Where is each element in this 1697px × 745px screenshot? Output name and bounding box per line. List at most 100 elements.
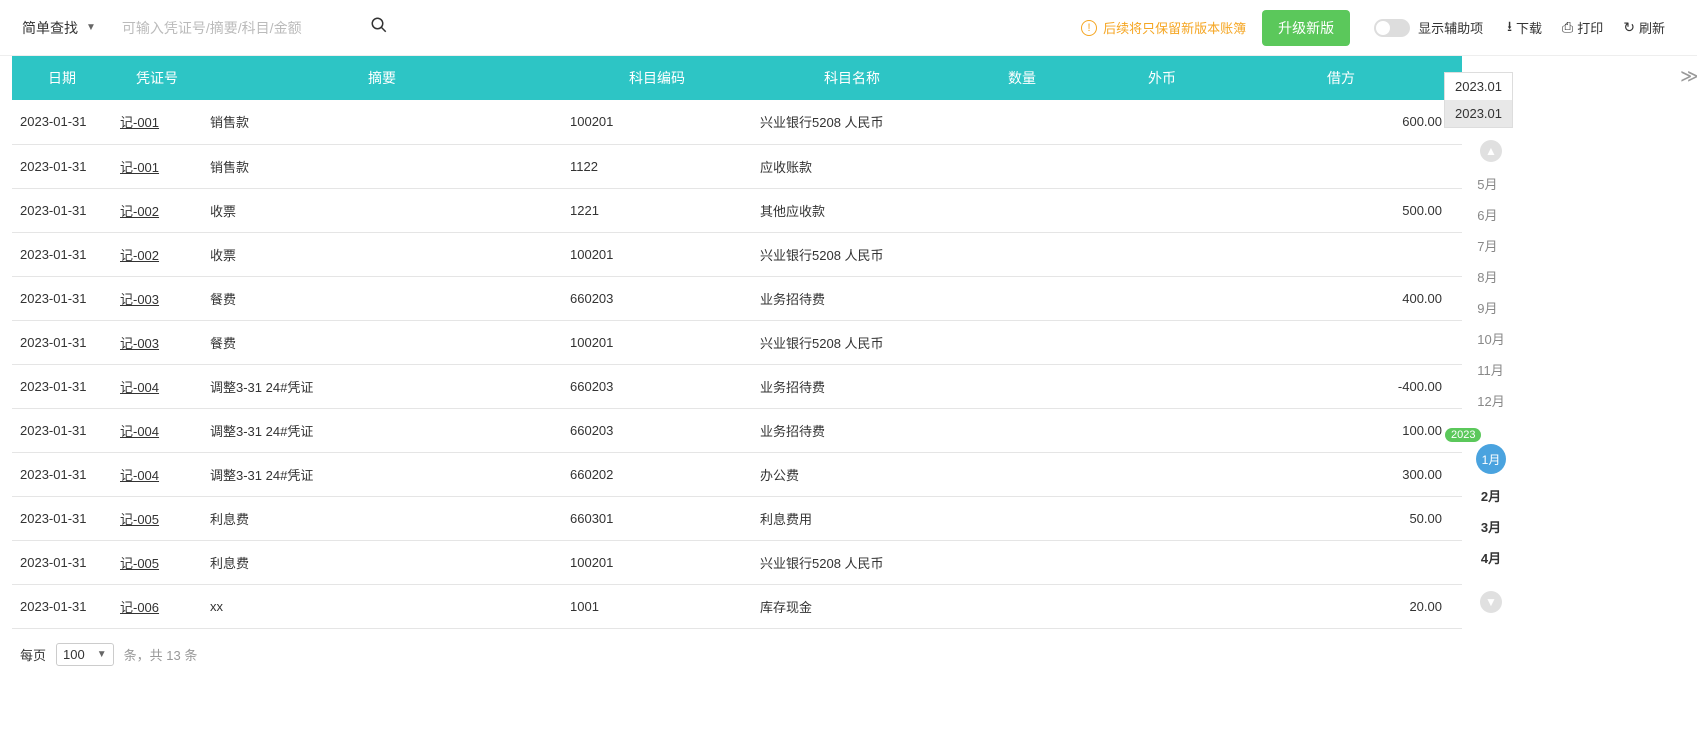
cell-summary: 餐费 — [202, 276, 562, 320]
cell-fx — [1092, 320, 1232, 364]
cell-code: 660202 — [562, 452, 752, 496]
month-nav-up[interactable]: ▲ — [1480, 140, 1502, 162]
cell-date: 2023-01-31 — [12, 496, 112, 540]
month-item[interactable]: 11月 — [1477, 360, 1504, 379]
cell-code: 100201 — [562, 540, 752, 584]
cell-debit: 600.00 — [1232, 100, 1462, 144]
current-month[interactable]: 1月 — [1476, 444, 1506, 474]
month-item[interactable]: 2月 — [1481, 486, 1501, 505]
cell-summary: xx — [202, 584, 562, 628]
expand-columns-icon[interactable]: ≫ — [1680, 66, 1697, 87]
voucher-link[interactable]: 记-005 — [120, 512, 159, 527]
show-aux-toggle[interactable] — [1374, 19, 1410, 37]
cell-name: 办公费 — [752, 452, 952, 496]
year-badge: 2023 1月 — [1467, 434, 1515, 474]
cell-qty — [952, 496, 1092, 540]
ledger-table: 日期 凭证号 摘要 科目编码 科目名称 数量 外币 借方 2023-01-31记… — [12, 56, 1462, 629]
voucher-link[interactable]: 记-003 — [120, 336, 159, 351]
cell-code: 100201 — [562, 100, 752, 144]
cell-debit: 500.00 — [1232, 188, 1462, 232]
cell-debit: 100.00 — [1232, 408, 1462, 452]
month-item[interactable]: 10月 — [1477, 329, 1504, 348]
month-item[interactable]: 5月 — [1477, 174, 1504, 193]
cell-code: 660203 — [562, 364, 752, 408]
cell-debit: -400.00 — [1232, 364, 1462, 408]
month-item[interactable]: 7月 — [1477, 236, 1504, 255]
cell-date: 2023-01-31 — [12, 364, 112, 408]
cell-fx — [1092, 144, 1232, 188]
cell-code: 100201 — [562, 232, 752, 276]
col-debit: 借方 — [1232, 56, 1462, 100]
voucher-link[interactable]: 记-004 — [120, 380, 159, 395]
cell-code: 1001 — [562, 584, 752, 628]
voucher-link[interactable]: 记-004 — [120, 424, 159, 439]
col-qty: 数量 — [952, 56, 1092, 100]
cell-debit — [1232, 540, 1462, 584]
cell-code: 1221 — [562, 188, 752, 232]
voucher-link[interactable]: 记-006 — [120, 600, 159, 615]
cell-qty — [952, 188, 1092, 232]
month-item[interactable]: 3月 — [1481, 517, 1501, 536]
search-type-dropdown[interactable]: 简单查找 ▼ — [12, 14, 106, 42]
voucher-link[interactable]: 记-003 — [120, 292, 159, 307]
cell-debit — [1232, 320, 1462, 364]
print-button[interactable]: ⎙ 打印 — [1562, 18, 1603, 37]
voucher-link[interactable]: 记-004 — [120, 468, 159, 483]
cell-code: 1122 — [562, 144, 752, 188]
col-voucher: 凭证号 — [112, 56, 202, 100]
cell-fx — [1092, 364, 1232, 408]
date-range-end[interactable]: 2023.01 — [1445, 100, 1512, 127]
month-item[interactable]: 6月 — [1477, 205, 1504, 224]
table-row: 2023-01-31记-005利息费660301利息费用50.00 — [12, 496, 1462, 540]
cell-summary: 调整3-31 24#凭证 — [202, 364, 562, 408]
month-item[interactable]: 8月 — [1477, 267, 1504, 286]
cell-qty — [952, 320, 1092, 364]
date-range-start[interactable]: 2023.01 — [1445, 73, 1512, 100]
voucher-link[interactable]: 记-001 — [120, 160, 159, 175]
search-input[interactable] — [122, 20, 362, 36]
month-item[interactable]: 9月 — [1477, 298, 1504, 317]
table-row: 2023-01-31记-004调整3-31 24#凭证660203业务招待费10… — [12, 408, 1462, 452]
cell-qty — [952, 144, 1092, 188]
voucher-link[interactable]: 记-002 — [120, 204, 159, 219]
col-date: 日期 — [12, 56, 112, 100]
voucher-link[interactable]: 记-002 — [120, 248, 159, 263]
cell-summary: 销售款 — [202, 100, 562, 144]
refresh-icon: ↻ — [1623, 19, 1635, 36]
page-size-select[interactable]: 100 ▼ — [56, 643, 114, 666]
cell-fx — [1092, 496, 1232, 540]
voucher-link[interactable]: 记-005 — [120, 556, 159, 571]
chevron-down-icon: ▼ — [86, 22, 96, 33]
search-icon[interactable] — [370, 16, 388, 39]
cell-fx — [1092, 188, 1232, 232]
cell-summary: 收票 — [202, 188, 562, 232]
notice-text: 后续将只保留新版本账簿 — [1103, 18, 1246, 37]
table-row: 2023-01-31记-003餐费660203业务招待费400.00 — [12, 276, 1462, 320]
cell-name: 兴业银行5208 人民币 — [752, 232, 952, 276]
cell-name: 库存现金 — [752, 584, 952, 628]
year-pill: 2023 — [1445, 428, 1481, 442]
table-wrap: 日期 凭证号 摘要 科目编码 科目名称 数量 外币 借方 2023-01-31记… — [12, 56, 1685, 629]
date-range-selector[interactable]: 2023.01 2023.01 — [1444, 72, 1513, 128]
page-total: 条，共 13 条 — [124, 645, 198, 664]
cell-qty — [952, 584, 1092, 628]
show-aux-toggle-wrap: 显示辅助项 — [1374, 18, 1483, 37]
month-item[interactable]: 12月 — [1477, 391, 1504, 410]
month-nav-down[interactable]: ▼ — [1480, 591, 1502, 613]
cell-qty — [952, 276, 1092, 320]
month-item[interactable]: 4月 — [1481, 548, 1501, 567]
cell-qty — [952, 100, 1092, 144]
month-strip: ▲ 5月 6月 7月 8月 9月 10月 11月 12月 2023 1月 2月 3月 4月 ▼ — [1467, 140, 1515, 613]
table-row: 2023-01-31记-004调整3-31 24#凭证660202办公费300.… — [12, 452, 1462, 496]
table-row: 2023-01-31记-001销售款100201兴业银行5208 人民币600.… — [12, 100, 1462, 144]
cell-fx — [1092, 232, 1232, 276]
cell-name: 应收账款 — [752, 144, 952, 188]
refresh-button[interactable]: ↻ 刷新 — [1623, 18, 1665, 37]
upgrade-button[interactable]: 升级新版 — [1262, 10, 1350, 46]
voucher-link[interactable]: 记-001 — [120, 115, 159, 130]
cell-name: 业务招待费 — [752, 364, 952, 408]
cell-fx — [1092, 540, 1232, 584]
table-row: 2023-01-31 记-004 调整3-31 24#凭证660203业务招待费 -4… — [12, 364, 1462, 408]
download-button[interactable]: ⭳ 下载 — [1507, 16, 1542, 40]
cell-date: 2023-01-31 — [12, 408, 112, 452]
